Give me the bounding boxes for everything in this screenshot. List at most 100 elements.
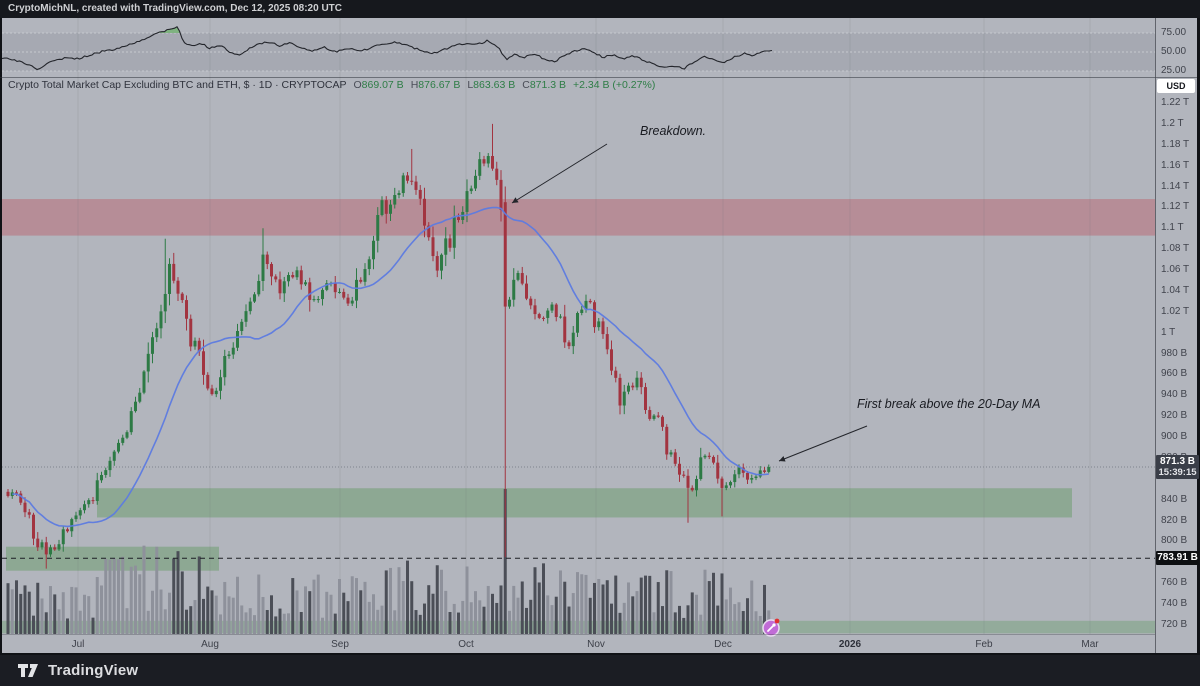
candle-body: [491, 156, 494, 169]
candle-body: [380, 200, 384, 216]
candle-body: [478, 159, 482, 176]
candle-body: [499, 179, 503, 210]
bar-countdown: 15:39:15: [1158, 467, 1197, 479]
candle-body: [469, 188, 473, 192]
candle-body: [750, 478, 754, 480]
resistance-zone[interactable]: [2, 199, 1155, 236]
time-axis-label: 2026: [838, 639, 862, 650]
candle-body: [253, 294, 256, 302]
candle-body: [699, 457, 703, 480]
volume-bar: [172, 558, 176, 634]
annotation-breakdown[interactable]: Breakdown.: [640, 124, 707, 138]
volume-bar: [155, 546, 159, 634]
candle-body: [593, 302, 596, 328]
candle-body: [682, 474, 686, 476]
candle-body: [350, 300, 354, 304]
volume-bar: [618, 612, 622, 634]
candle-body: [299, 270, 303, 285]
candle-body: [686, 475, 690, 488]
volume-bar: [180, 571, 184, 634]
candle-body: [435, 256, 439, 271]
price-axis-label: 1.06 T: [1161, 264, 1190, 276]
volume-bar: [682, 617, 686, 634]
annotation-arrow[interactable]: [778, 425, 868, 462]
volume-bar: [567, 606, 571, 634]
ohlc-key: O: [353, 79, 362, 91]
candle-body: [533, 305, 537, 315]
price-axis-border: [1155, 18, 1156, 653]
volume-bar: [406, 560, 409, 634]
volume-bar: [627, 582, 630, 634]
symbol-info-bar[interactable]: Crypto Total Market Cap Excluding BTC an…: [8, 79, 655, 91]
current-price-badge: 871.3 B 15:39:15: [1156, 455, 1199, 480]
volume-bar: [716, 605, 720, 634]
candle-body: [406, 175, 409, 181]
price-axis-label: 740 B: [1161, 598, 1188, 610]
volume-bar: [389, 567, 392, 634]
volume-bar: [644, 575, 647, 634]
volume-bar: [134, 565, 137, 634]
price-axis-label: 1.16 T: [1161, 159, 1190, 171]
candle-body: [10, 492, 14, 496]
volume-bar: [754, 611, 758, 634]
support-zone-upper[interactable]: [97, 488, 1072, 518]
candle-body: [644, 387, 647, 411]
volume-bar: [227, 596, 231, 634]
volume-bar: [622, 602, 626, 634]
rocket-emoji-marker[interactable]: [762, 618, 780, 637]
ohlc-key: H: [410, 79, 419, 91]
volume-bar: [355, 578, 358, 634]
volume-bar: [57, 609, 61, 634]
volume-bar: [414, 610, 418, 634]
rsi-line[interactable]: [1, 26, 773, 71]
price-axis-label: 840 B: [1161, 493, 1188, 505]
candle-body: [610, 349, 613, 371]
attribution-bar: CryptoMichNL, created with TradingView.c…: [0, 0, 1200, 18]
candle-body: [155, 328, 159, 338]
ohlc-key: L: [467, 79, 474, 91]
candle-body: [342, 291, 346, 298]
tradingview-logo[interactable]: TradingView: [18, 662, 138, 679]
volume-bar: [299, 611, 303, 634]
volume-bar: [163, 609, 167, 634]
candle-body: [129, 411, 133, 433]
candle-body: [401, 175, 405, 194]
candle-body: [100, 474, 103, 481]
volume-bar: [452, 603, 456, 634]
volume-bar: [231, 597, 235, 634]
currency-toggle-button[interactable]: USD: [1157, 79, 1195, 93]
volume-bar: [257, 574, 261, 634]
candle-body: [176, 280, 180, 294]
rsi-axis-label: 50.00: [1161, 46, 1187, 57]
candle-body: [312, 299, 316, 301]
candle-body: [508, 299, 511, 307]
volume-bar: [95, 577, 99, 634]
volume-bar: [27, 591, 31, 634]
volume-bar: [495, 602, 499, 634]
annotation-arrow[interactable]: [511, 143, 608, 204]
volume-bar: [656, 582, 660, 634]
volume-bar: [733, 604, 737, 634]
volume-bar: [223, 581, 227, 634]
volume-bar: [508, 610, 511, 634]
candle-body: [648, 410, 652, 419]
volume-bar: [652, 612, 656, 634]
candle-body: [465, 191, 469, 212]
ohlc-key: C: [522, 79, 530, 91]
annotation-ma-break[interactable]: First break above the 20-Day MA: [857, 397, 1041, 411]
time-axis-border: [2, 634, 1155, 635]
price-axis-label: 1.14 T: [1161, 180, 1190, 192]
candle-body: [767, 467, 771, 472]
candle-body: [754, 476, 758, 479]
price-axis-label: 900 B: [1161, 431, 1188, 443]
ma-20-line[interactable]: [12, 206, 769, 528]
candle-body: [393, 195, 397, 205]
candle-body: [244, 311, 248, 322]
candle-body: [95, 480, 99, 501]
volume-bar: [571, 593, 575, 634]
attribution-text: CryptoMichNL, created with TradingView.c…: [8, 3, 342, 14]
volume-bar: [393, 610, 397, 634]
volume-bar: [380, 605, 384, 634]
drawn-level-badge: 783.91 B: [1156, 551, 1199, 566]
